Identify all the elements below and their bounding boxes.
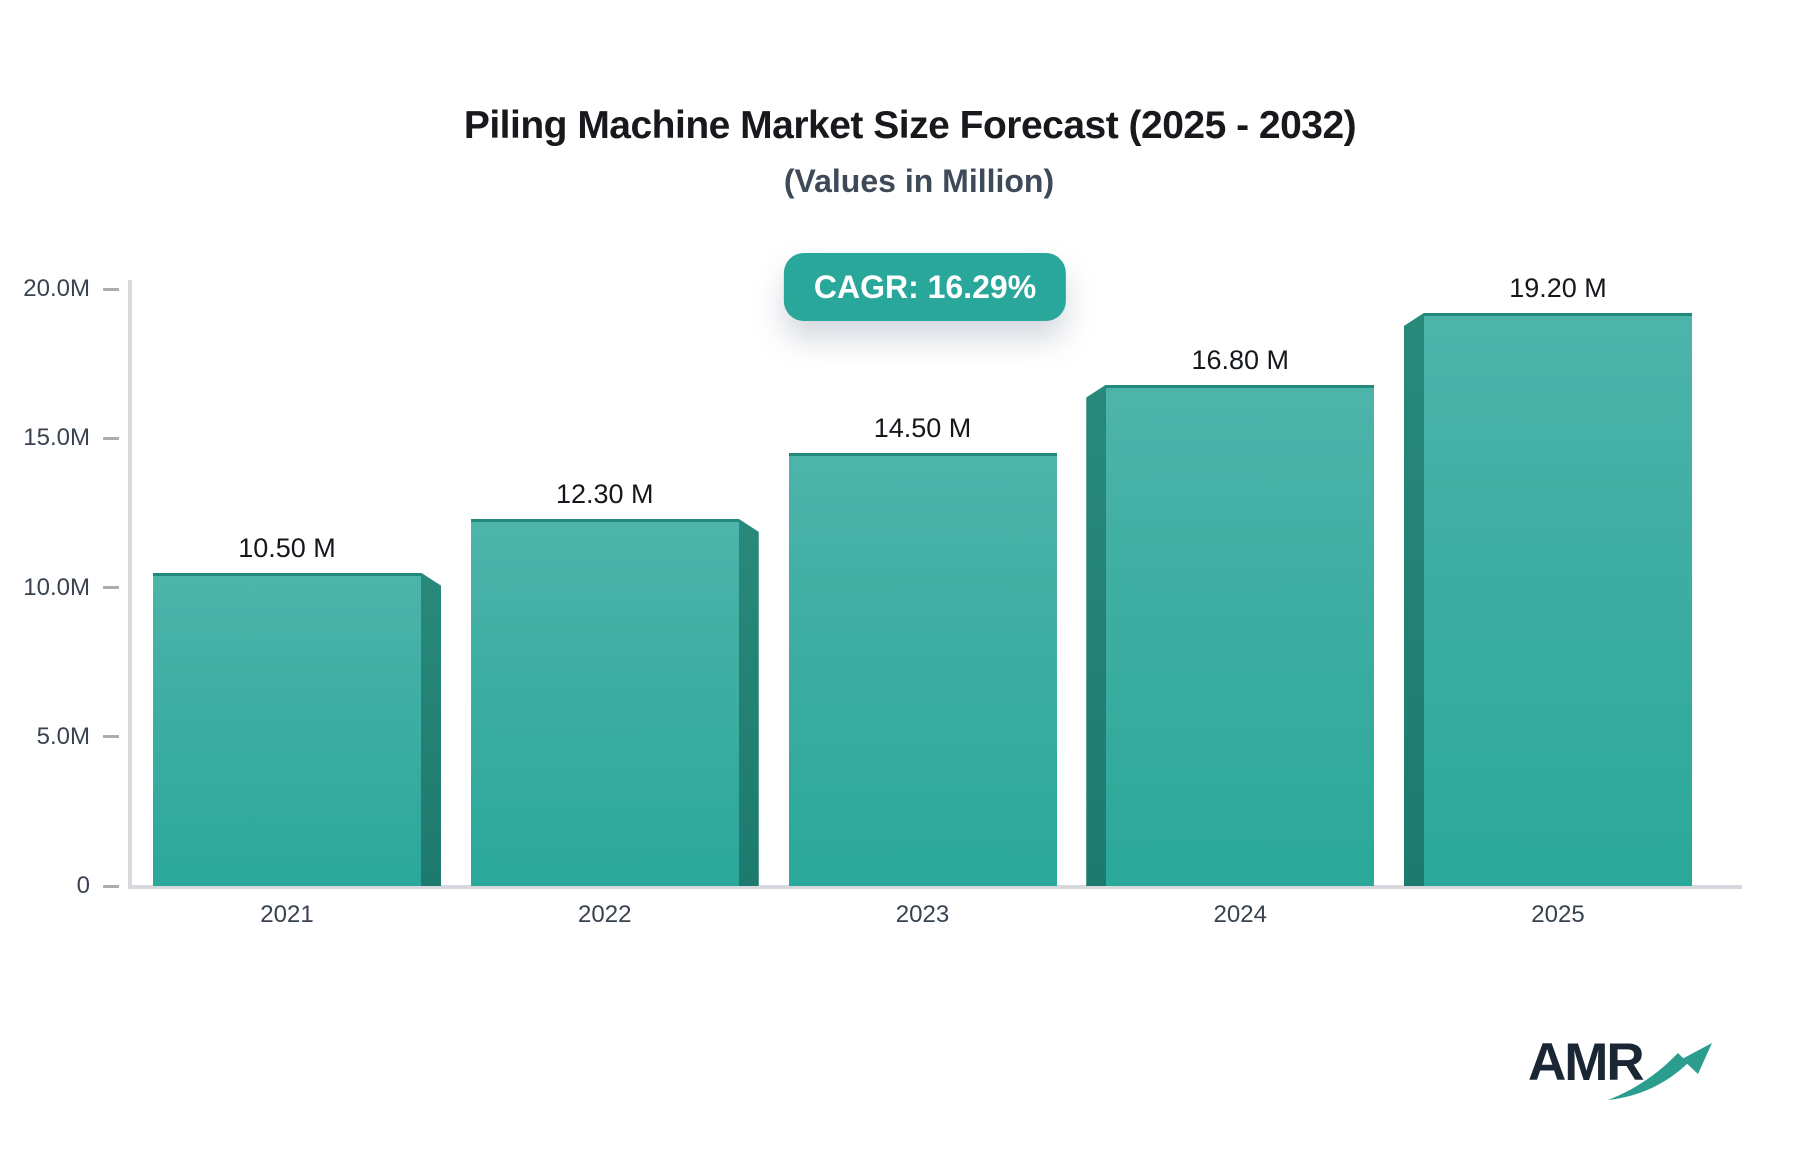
growth-arrow-icon <box>1608 1043 1712 1100</box>
x-tick-label: 2024 <box>1213 901 1267 928</box>
bar-2022 <box>470 518 739 886</box>
x-tick-label: 2021 <box>260 901 314 928</box>
y-tick-label: 5.0M <box>36 722 90 750</box>
y-tick-label: 15.0M <box>23 424 90 452</box>
bar-value-label: 16.80 M <box>1191 344 1290 375</box>
bar-2021 <box>153 572 421 886</box>
y-tick-dash <box>103 735 119 739</box>
x-tick-label: 2023 <box>895 901 950 928</box>
page-subtitle: (Values in Million) <box>783 163 1055 199</box>
brand-logo-text: AMR <box>1528 1033 1645 1092</box>
y-tick-dash <box>103 287 119 291</box>
bar-side-face-2025 <box>1404 312 1424 886</box>
bar-2023 <box>788 453 1057 886</box>
bar-value-label: 19.20 M <box>1509 272 1607 303</box>
bar-side-face-2024 <box>1086 384 1107 886</box>
bar-side-face-2022 <box>738 518 759 886</box>
x-axis-line <box>128 885 1742 889</box>
page-title: Piling Machine Market Size Forecast (202… <box>463 104 1357 147</box>
y-tick-label: 20.0M <box>23 275 90 302</box>
bar-value-label: 10.50 M <box>238 532 336 563</box>
y-tick-label: 0 <box>76 872 90 899</box>
bar-2025 <box>1424 312 1692 886</box>
cagr-badge: CAGR: 16.29% <box>783 253 1067 321</box>
x-tick-label: 2022 <box>578 901 632 928</box>
brand-logo: AMR <box>1528 1033 1712 1106</box>
y-tick-dash <box>103 884 119 888</box>
bar-2024 <box>1106 384 1375 886</box>
y-tick-label: 10.0M <box>23 573 90 601</box>
y-axis-line <box>128 280 132 889</box>
y-tick-dash <box>103 586 119 589</box>
y-tick-dash <box>103 436 119 440</box>
bar-value-label: 12.30 M <box>555 478 654 509</box>
bar-value-label: 14.50 M <box>873 413 972 444</box>
bar-side-face-2021 <box>421 572 441 886</box>
x-tick-label: 2025 <box>1531 901 1585 928</box>
cagr-badge-label: CAGR: 16.29% <box>813 269 1037 305</box>
